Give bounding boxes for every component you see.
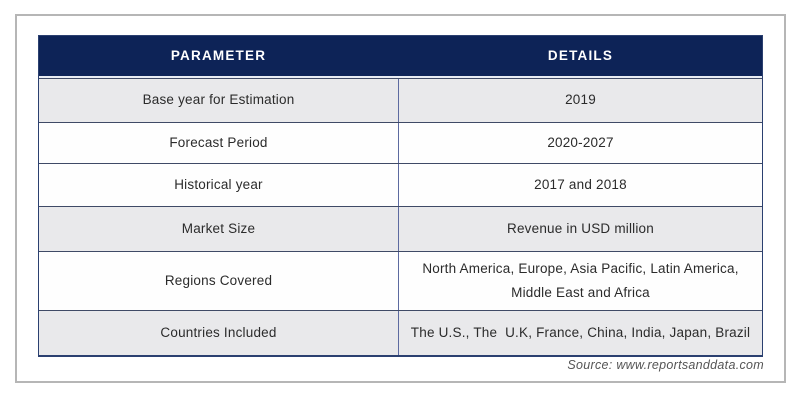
table-row-forecast-period: Forecast Period 2020-2027 [39,122,762,163]
source-attribution: Source: www.reportsanddata.com [567,358,764,372]
table-row-countries-included: Countries Included The U.S., The U.K, Fr… [39,310,762,355]
details-cell: 2017 and 2018 [534,176,627,192]
details-cell: Revenue in USD million [507,220,654,236]
header-parameter: PARAMETER [170,47,267,63]
table-row-market-size: Market Size Revenue in USD million [39,206,762,251]
parameter-cell: Countries Included [39,311,399,355]
details-cell: 2020-2027 [547,134,614,150]
table-row-base-year: Base year for Estimation 2019 [39,78,762,122]
parameter-cell: Historical year [39,164,399,206]
table-row-historical-year: Historical year 2017 and 2018 [39,163,762,206]
details-cell: 2019 [565,92,596,108]
parameter-cell: Base year for Estimation [39,79,399,122]
details-cell: The U.S., The U.K, France, China, India,… [410,324,751,340]
details-cell: North America, Europe, Asia Pacific, Lat… [422,260,739,300]
header-details: DETAILS [547,47,614,63]
page-frame: PARAMETER DETAILS Base year for Estimati… [15,14,786,383]
parameter-cell: Forecast Period [39,123,399,163]
report-scope-table: PARAMETER DETAILS Base year for Estimati… [38,35,763,357]
parameter-cell: Regions Covered [39,252,399,310]
table-row-regions-covered: Regions Covered North America, Europe, A… [39,251,762,310]
parameter-cell: Market Size [39,207,399,251]
table-header-row: PARAMETER DETAILS [39,36,762,78]
